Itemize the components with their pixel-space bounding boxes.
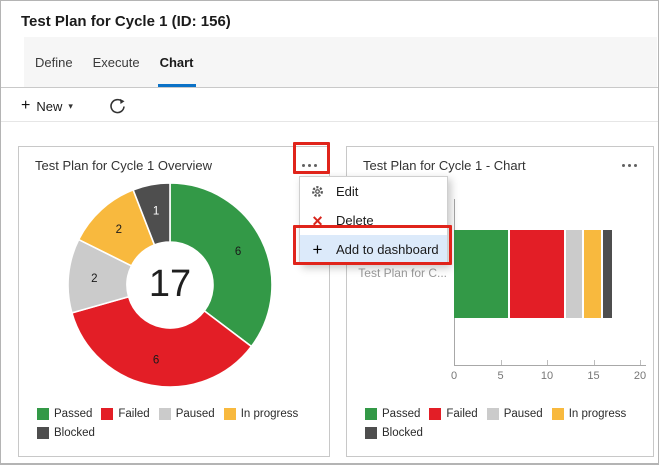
legend-swatch <box>223 407 236 420</box>
donut-segment-value: 6 <box>235 246 241 258</box>
legend-swatch <box>101 407 114 420</box>
legend-label: Failed <box>118 407 150 420</box>
axis-tick-label: 0 <box>450 370 458 382</box>
legend-item-failed: Failed <box>101 404 150 423</box>
axis-tick-label: 5 <box>497 370 504 382</box>
bar-x-axis <box>454 365 646 366</box>
donut-segment-value: 2 <box>116 224 122 236</box>
overview-card-title: Test Plan for Cycle 1 Overview <box>35 158 213 173</box>
menu-item-label: Edit <box>336 184 359 199</box>
menu-item-label: Delete <box>336 213 374 228</box>
donut-total-label: 17 <box>148 263 192 305</box>
plus-icon: + <box>21 97 31 114</box>
donut-segment-blocked <box>132 182 171 246</box>
new-button-label: New <box>36 98 63 114</box>
axis-tick <box>640 360 641 365</box>
legend-item-in-progress: In progress <box>223 404 299 423</box>
chevron-down-icon: ▾ <box>68 100 73 111</box>
ellipsis-icon <box>621 163 625 167</box>
bar-segment-in-progress <box>584 230 603 318</box>
legend-item-passed: Passed <box>37 404 92 423</box>
tabstrip-divider <box>1 87 658 88</box>
menu-item-add-to-dashboard[interactable]: + Add to dashboard <box>300 235 447 264</box>
legend-item-blocked: Blocked <box>37 423 95 442</box>
donut-segment-failed <box>70 295 253 388</box>
legend-swatch <box>158 407 171 420</box>
bar-segment-passed <box>454 230 510 318</box>
bar-segment-paused <box>565 230 585 318</box>
toolbar-divider <box>1 121 658 122</box>
menu-item-label: Add to dashboard <box>336 242 439 257</box>
legend-swatch <box>37 407 49 420</box>
axis-tick <box>593 360 595 365</box>
legend-item-passed: Passed <box>365 404 420 423</box>
tab-execute[interactable]: Execute <box>92 54 140 70</box>
legend-label: Passed <box>382 407 421 420</box>
overview-legend: Passed Failed Paused In progress Blocked <box>37 404 319 442</box>
overview-more-button[interactable] <box>295 156 323 174</box>
legend-label: Passed <box>54 407 93 420</box>
axis-tick-label: 10 <box>540 370 554 382</box>
legend-swatch <box>551 407 564 420</box>
donut-chart: 6 6 2 2 1 <box>65 180 275 390</box>
bar-legend: Passed Failed Paused In progress Blocked <box>365 404 647 442</box>
donut-segment-value: 6 <box>153 355 159 367</box>
legend-swatch <box>365 426 377 439</box>
bar-more-button[interactable] <box>615 156 643 174</box>
axis-tick <box>547 360 548 365</box>
legend-label: In progress <box>240 407 299 420</box>
bar-card-title: Test Plan for Cycle 1 - Chart <box>363 158 526 173</box>
legend-item-in-progress: In progress <box>551 404 627 423</box>
legend-label: Paused <box>175 407 215 420</box>
donut-segment-value: 2 <box>91 273 97 285</box>
refresh-button[interactable] <box>109 98 126 115</box>
legend-label: Blocked <box>382 426 423 439</box>
tab-strip: Define Execute Chart <box>24 37 657 87</box>
refresh-icon <box>110 98 125 113</box>
gear-icon <box>312 186 323 197</box>
menu-item-edit[interactable]: Edit <box>300 177 447 206</box>
delete-x-icon: × <box>312 210 323 231</box>
donut-segment-passed <box>169 182 273 348</box>
donut-segment-value: 1 <box>153 205 159 217</box>
axis-tick-label: 15 <box>587 370 600 382</box>
new-chart-button[interactable]: + New ▾ <box>21 98 73 114</box>
legend-swatch <box>429 407 442 420</box>
legend-label: Failed <box>446 407 478 420</box>
chart-context-menu: Edit × Delete + Add to dashboard <box>299 176 448 265</box>
legend-swatch <box>486 407 499 420</box>
legend-label: Paused <box>503 407 543 420</box>
plus-icon: + <box>312 239 323 259</box>
chart-toolbar: + New ▾ <box>21 93 126 119</box>
legend-item-paused: Paused <box>158 404 215 423</box>
axis-tick <box>500 360 502 365</box>
legend-swatch <box>37 426 49 439</box>
stacked-bar <box>454 230 613 318</box>
ellipsis-icon <box>301 163 305 167</box>
legend-label: In progress <box>568 407 627 420</box>
legend-item-failed: Failed <box>429 404 478 423</box>
legend-item-paused: Paused <box>486 404 543 423</box>
bar-segment-failed <box>509 230 566 318</box>
bar-segment-blocked <box>602 230 613 318</box>
legend-item-blocked: Blocked <box>365 423 423 442</box>
axis-tick-label: 20 <box>633 370 647 382</box>
legend-label: Blocked <box>54 426 95 439</box>
page-title: Test Plan for Cycle 1 (ID: 156) <box>21 13 231 30</box>
menu-item-delete[interactable]: × Delete <box>300 206 447 235</box>
tab-chart[interactable]: Chart <box>157 37 196 87</box>
legend-swatch <box>365 407 377 420</box>
tab-define[interactable]: Define <box>35 54 73 70</box>
bar-category-label: Test Plan for C... <box>358 266 447 280</box>
